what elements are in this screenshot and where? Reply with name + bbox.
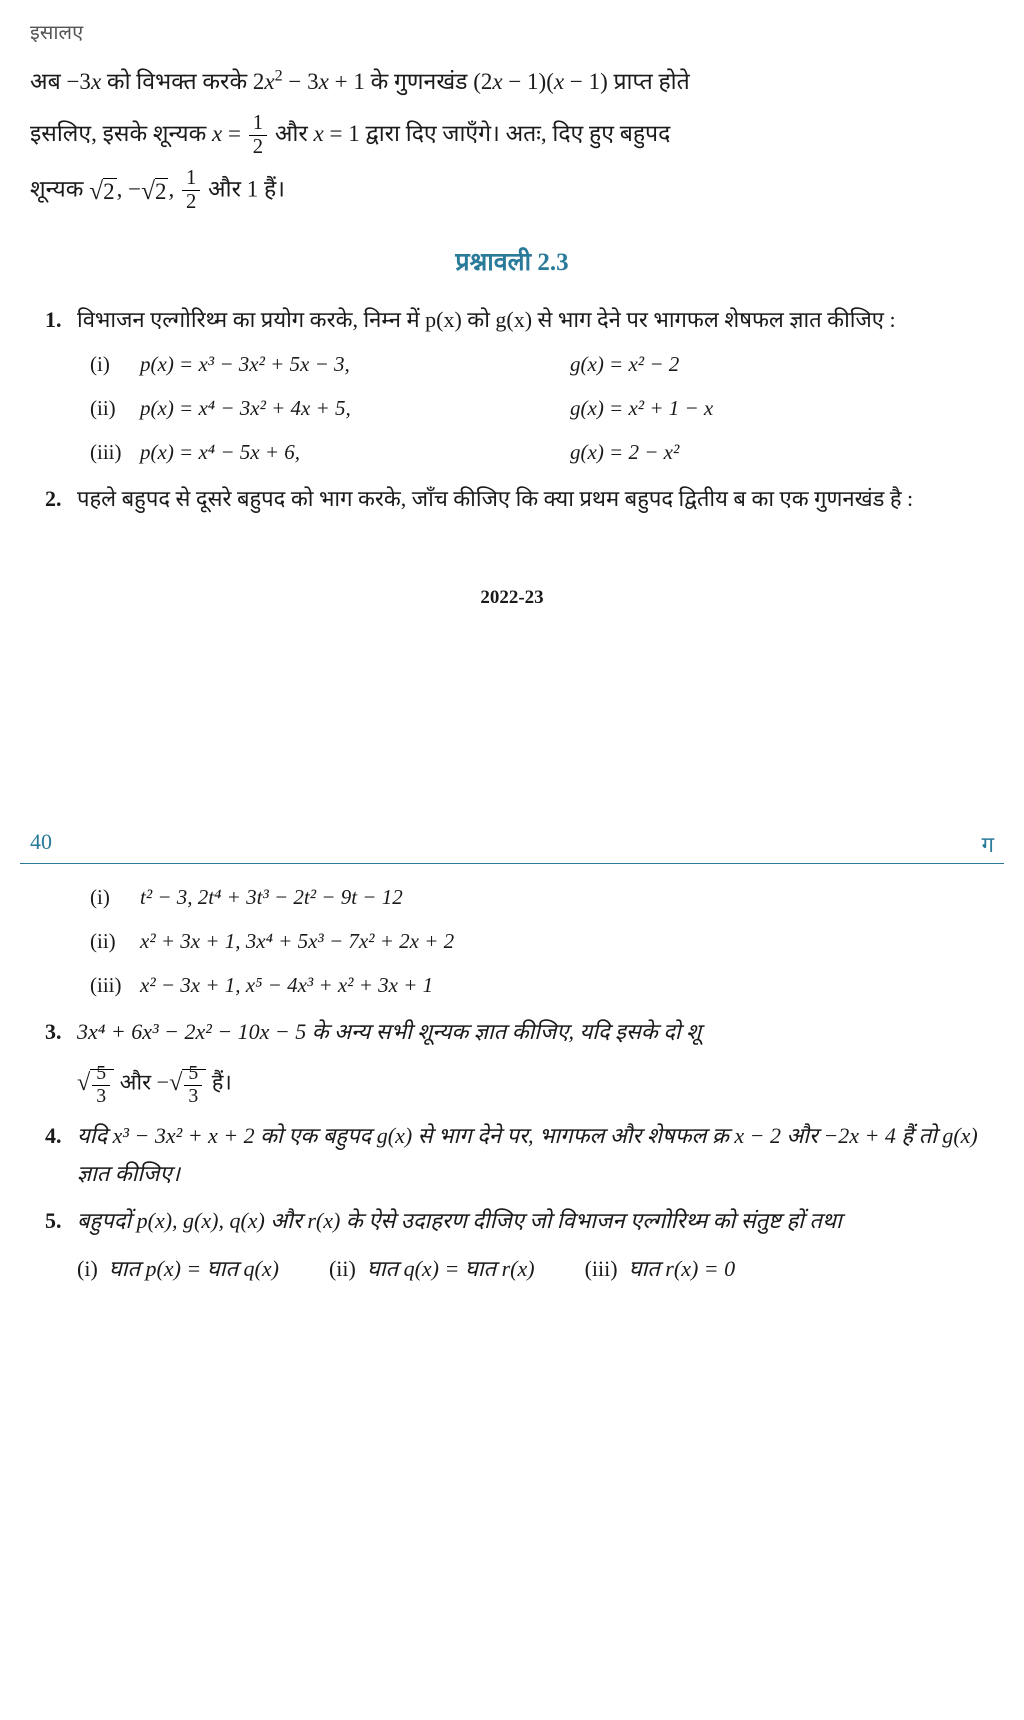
denominator: 3 — [92, 1086, 110, 1108]
var: x — [91, 69, 101, 94]
sub-number: (i) — [90, 878, 140, 918]
sup: 2 — [275, 67, 283, 84]
expr: g(x) = 2 − x² — [570, 433, 679, 473]
numerator: 1 — [249, 112, 267, 136]
page-right-label: ग — [982, 829, 994, 859]
question-number: 2. — [45, 480, 77, 517]
numerator: 5 — [184, 1063, 202, 1086]
txt: + 1 के गुणनखंड (2 — [329, 69, 493, 94]
denominator: 2 — [182, 191, 200, 214]
q5-sub-i: (i) घात p(x) = घात q(x) — [77, 1250, 279, 1287]
page-number: 40 — [30, 829, 52, 859]
question-number: 5. — [45, 1202, 77, 1287]
fraction: 53 — [92, 1063, 110, 1108]
sub-number: (iii) — [90, 433, 140, 473]
txt: अब −3 — [30, 69, 91, 94]
var: x — [492, 69, 502, 94]
txt: शून्यक — [30, 176, 89, 201]
question-number: 4. — [45, 1117, 77, 1192]
expr: t² − 3, 2t⁴ + 3t³ − 2t² − 9t − 12 — [140, 878, 994, 918]
q1-sub-i: (i) p(x) = x³ − 3x² + 5x − 3, g(x) = x² −… — [20, 343, 1004, 387]
txt: , — [168, 176, 180, 201]
exercise-heading: प्रश्नावली 2.3 — [20, 244, 1004, 278]
question-2: 2. पहले बहुपद से दूसरे बहुपद को भाग करके… — [20, 475, 1004, 522]
q1-sub-iii: (iii) p(x) = x⁴ − 5x + 6, g(x) = 2 − x² — [20, 431, 1004, 475]
txt: और — [269, 121, 313, 146]
sub-number: (i) — [90, 345, 140, 385]
partial-line: इसालए — [20, 10, 1004, 56]
sub-number: (ii) — [90, 922, 140, 962]
sqrt-body: 2 — [155, 178, 169, 204]
intro-line-2: इसलिए, इसके शून्यक x = 12 और x = 1 द्वार… — [20, 108, 1004, 163]
question-body: बहुपदों p(x), g(x), q(x) और r(x) के ऐसे … — [77, 1202, 994, 1287]
question-text: पहले बहुपद से दूसरे बहुपद को भाग करके, ज… — [77, 480, 994, 517]
question-text: यदि x³ − 3x² + x + 2 को एक बहुपद g(x) से… — [77, 1117, 994, 1192]
numerator: 5 — [92, 1063, 110, 1086]
txt: − 1) प्राप्त होते — [564, 69, 690, 94]
txt: हैं। — [206, 1070, 232, 1095]
q5-sub-ii: (ii) घात q(x) = घात r(x) — [329, 1250, 535, 1287]
var: x — [554, 69, 564, 94]
sqrt-icon: 2 — [141, 167, 168, 215]
expr: g(x) = x² + 1 − x — [570, 389, 713, 429]
numerator: 1 — [182, 167, 200, 191]
fraction: 12 — [249, 112, 267, 159]
page-content: इसालए अब −3x को विभक्त करके 2x2 − 3x + 1… — [20, 0, 1004, 1292]
expr: घात q(x) = घात r(x) — [367, 1256, 535, 1281]
denominator: 2 — [249, 136, 267, 159]
q2-sub-ii: (ii) x² + 3x + 1, 3x⁴ + 5x³ − 7x² + 2x +… — [20, 920, 1004, 964]
txt: = — [222, 121, 246, 146]
txt: को विभक्त करके 2 — [101, 69, 264, 94]
q5-sub-iii: (iii) घात r(x) = 0 — [585, 1250, 736, 1287]
expr: g(x) = x² − 2 — [570, 345, 679, 385]
txt: = 1 द्वारा दिए जाएँगे। अतः, दिए हुए बहुप… — [324, 121, 671, 146]
question-body: 3x⁴ + 6x³ − 2x² − 10x − 5 के अन्य सभी शू… — [77, 1013, 994, 1108]
question-4: 4. यदि x³ − 3x² + x + 2 को एक बहुपद g(x)… — [20, 1112, 1004, 1197]
fraction: 53 — [184, 1063, 202, 1108]
txt: और 1 हैं। — [202, 176, 285, 201]
sub-number: (iii) — [585, 1256, 618, 1281]
expr: x² − 3x + 1, x⁵ − 4x³ + x² + 3x + 1 — [140, 966, 994, 1006]
expr: p(x) = x⁴ − 3x² + 4x + 5, — [140, 389, 550, 429]
var: x — [264, 69, 274, 94]
fraction: 12 — [182, 167, 200, 214]
expr: x² + 3x + 1, 3x⁴ + 5x³ − 7x² + 2x + 2 — [140, 922, 994, 962]
sqrt-icon: 53 — [77, 1062, 114, 1107]
question-number: 1. — [45, 301, 77, 338]
txt: और − — [114, 1070, 169, 1095]
sub-number: (ii) — [90, 389, 140, 429]
question-3: 3. 3x⁴ + 6x³ − 2x² − 10x − 5 के अन्य सभी… — [20, 1008, 1004, 1113]
txt: − 3 — [283, 69, 319, 94]
var: x — [314, 121, 324, 146]
var: x — [212, 121, 222, 146]
var: x — [319, 69, 329, 94]
sqrt-icon: 2 — [89, 167, 116, 215]
sub-number: (iii) — [90, 966, 140, 1006]
year-footer: 2022-23 — [20, 587, 1004, 609]
sqrt-icon: 53 — [169, 1062, 206, 1107]
q2-sub-iii: (iii) x² − 3x + 1, x⁵ − 4x³ + x² + 3x + … — [20, 964, 1004, 1008]
intro-line-3: शून्यक 2, −2, 12 और 1 हैं। — [20, 163, 1004, 219]
txt: − 1)( — [503, 69, 554, 94]
sub-number: (ii) — [329, 1256, 356, 1281]
expr: p(x) = x⁴ − 5x + 6, — [140, 433, 550, 473]
expr: घात r(x) = 0 — [629, 1256, 736, 1281]
txt: , − — [117, 176, 141, 201]
question-text: विभाजन एल्गोरिथ्म का प्रयोग करके, निम्न … — [77, 301, 994, 338]
question-5: 5. बहुपदों p(x), g(x), q(x) और r(x) के ऐ… — [20, 1197, 1004, 1292]
sub-number: (i) — [77, 1256, 98, 1281]
page-number-bar: 40 ग — [20, 829, 1004, 864]
expr: घात p(x) = घात q(x) — [109, 1256, 279, 1281]
sqrt-body: 2 — [103, 178, 117, 204]
txt: इसलिए, इसके शून्यक — [30, 121, 212, 146]
q1-sub-ii: (ii) p(x) = x⁴ − 3x² + 4x + 5, g(x) = x² … — [20, 387, 1004, 431]
question-number: 3. — [45, 1013, 77, 1108]
denominator: 3 — [184, 1086, 202, 1108]
txt: 3x⁴ + 6x³ − 2x² − 10x − 5 के अन्य सभी शू… — [77, 1019, 701, 1044]
txt: बहुपदों p(x), g(x), q(x) और r(x) के ऐसे … — [77, 1208, 842, 1233]
question-1: 1. विभाजन एल्गोरिथ्म का प्रयोग करके, निम… — [20, 296, 1004, 343]
q2-sub-i: (i) t² − 3, 2t⁴ + 3t³ − 2t² − 9t − 12 — [20, 876, 1004, 920]
expr: p(x) = x³ − 3x² + 5x − 3, — [140, 345, 550, 385]
intro-line-1: अब −3x को विभक्त करके 2x2 − 3x + 1 के गु… — [20, 56, 1004, 108]
